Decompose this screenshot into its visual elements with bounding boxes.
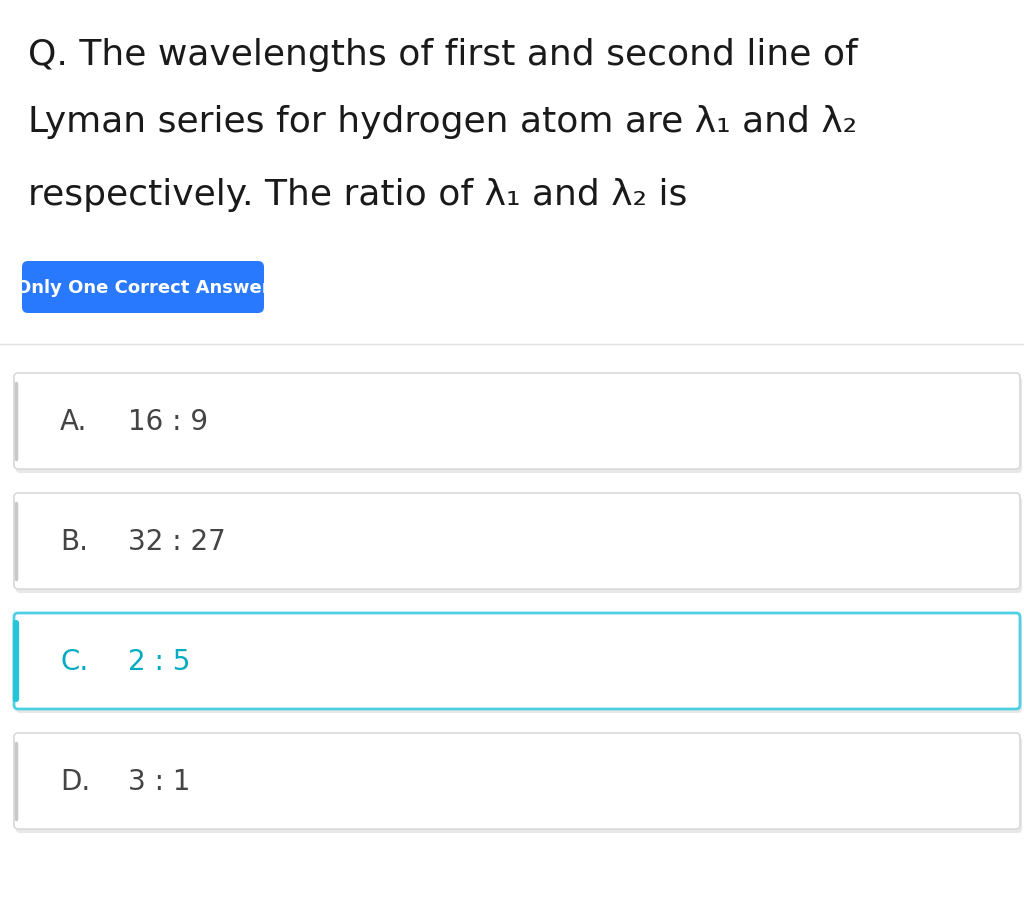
- Text: Lyman series for hydrogen atom are λ₁ and λ₂: Lyman series for hydrogen atom are λ₁ an…: [28, 105, 857, 138]
- Text: 2 : 5: 2 : 5: [128, 648, 190, 675]
- FancyBboxPatch shape: [14, 494, 1020, 589]
- FancyBboxPatch shape: [16, 618, 1022, 713]
- Text: C.: C.: [60, 648, 88, 675]
- Text: 32 : 27: 32 : 27: [128, 527, 225, 556]
- Text: 16 : 9: 16 : 9: [128, 407, 208, 435]
- Text: A.: A.: [60, 407, 87, 435]
- FancyBboxPatch shape: [22, 261, 264, 313]
- FancyBboxPatch shape: [16, 737, 1022, 833]
- FancyBboxPatch shape: [16, 497, 1022, 593]
- Text: 3 : 1: 3 : 1: [128, 767, 190, 795]
- Text: respectively. The ratio of λ₁ and λ₂ is: respectively. The ratio of λ₁ and λ₂ is: [28, 178, 687, 211]
- FancyBboxPatch shape: [14, 613, 1020, 710]
- Text: B.: B.: [60, 527, 88, 556]
- Text: D.: D.: [60, 767, 90, 795]
- FancyBboxPatch shape: [14, 374, 1020, 469]
- Text: Q. The wavelengths of first and second line of: Q. The wavelengths of first and second l…: [28, 38, 858, 72]
- FancyBboxPatch shape: [16, 377, 1022, 474]
- FancyBboxPatch shape: [14, 733, 1020, 829]
- Text: Only One Correct Answer: Only One Correct Answer: [15, 279, 270, 297]
